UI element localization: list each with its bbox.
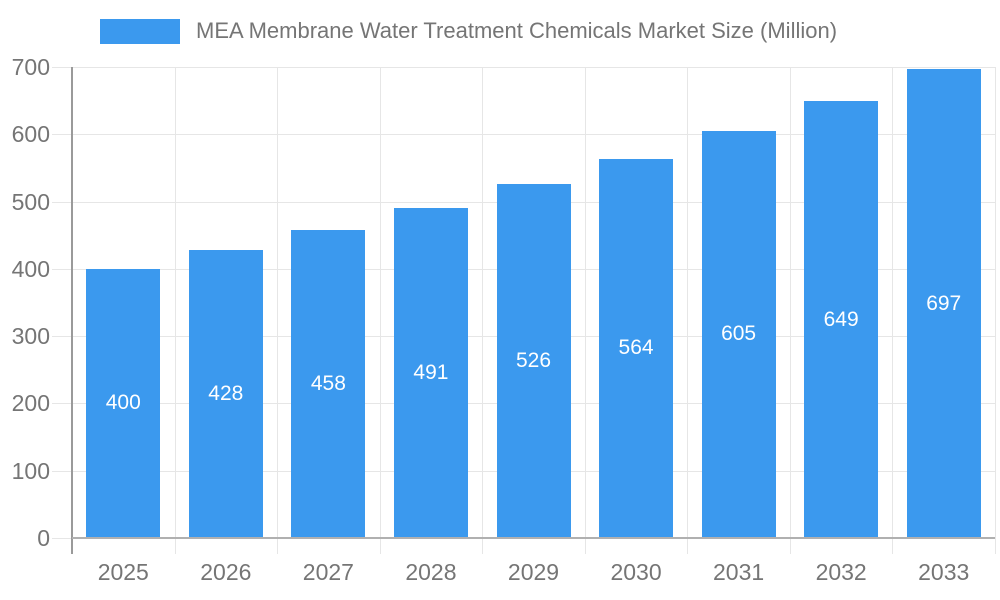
x-tick-label-2033: 2033 (918, 559, 970, 585)
bar-2032: 649 (804, 101, 879, 538)
x-tick-label-2029: 2029 (507, 559, 560, 585)
y-tick-label-700: 700 (11, 54, 50, 80)
y-tick-label-200: 200 (11, 390, 50, 417)
bar-value-label: 526 (515, 349, 552, 373)
bar-value-label: 564 (618, 336, 654, 360)
y-tick-label-600: 600 (11, 121, 50, 148)
v-gridline-6 (687, 67, 689, 554)
v-gridline-7 (789, 67, 791, 554)
v-gridline-3 (379, 67, 381, 554)
bar-2026: 428 (188, 250, 263, 538)
v-gridline-1 (174, 67, 176, 554)
bar-2033: 697 (906, 69, 981, 538)
x-tick-label-2031: 2031 (713, 559, 765, 585)
bar-value-label: 697 (926, 291, 962, 315)
v-gridline-2 (277, 67, 279, 554)
x-tick-label-2032: 2032 (815, 559, 867, 585)
x-tick-label-2026: 2026 (200, 559, 252, 585)
bar-value-label: 649 (823, 307, 859, 331)
bar-2031: 605 (701, 130, 776, 538)
bar-value-label: 491 (413, 360, 449, 384)
x-tick-label-2028: 2028 (405, 559, 457, 585)
v-gridline-8 (892, 67, 894, 554)
y-tick-0 (52, 538, 72, 539)
y-axis-line (71, 67, 73, 554)
bar-value-label: 428 (208, 382, 244, 406)
v-gridline-9 (995, 67, 996, 554)
x-tick-label-2030: 2030 (610, 559, 662, 585)
bar-2028: 491 (393, 207, 468, 538)
y-tick-label-400: 400 (11, 255, 50, 282)
bar-2030: 564 (599, 158, 674, 538)
y-tick-label-0: 0 (37, 525, 50, 551)
chart-title: MEA Membrane Water Treatment Chemicals M… (196, 18, 838, 43)
y-tick-label-500: 500 (11, 188, 50, 215)
v-gridline-4 (482, 67, 484, 554)
h-gridline-700 (52, 67, 995, 68)
bar-value-label: 458 (310, 371, 346, 395)
plot-area: 400 428 458 491 526 564 605 649 697 (52, 67, 996, 554)
x-tick-label-2025: 2025 (97, 559, 149, 585)
x-tick-label-2027: 2027 (302, 559, 354, 585)
bar-2027: 458 (291, 229, 366, 538)
bar-value-label: 400 (105, 391, 141, 415)
legend-color-swatch (100, 18, 180, 44)
y-tick-label-300: 300 (11, 323, 50, 350)
bar-2025: 400 (86, 268, 161, 538)
chart-legend: MEA Membrane Water Treatment Chemicals M… (100, 18, 837, 44)
y-tick-label-100: 100 (11, 457, 50, 484)
bar-value-label: 605 (721, 322, 757, 346)
x-axis-line (72, 537, 995, 539)
h-gridline-600 (52, 134, 995, 136)
bar-2029: 526 (496, 184, 571, 538)
v-gridline-5 (584, 67, 586, 554)
